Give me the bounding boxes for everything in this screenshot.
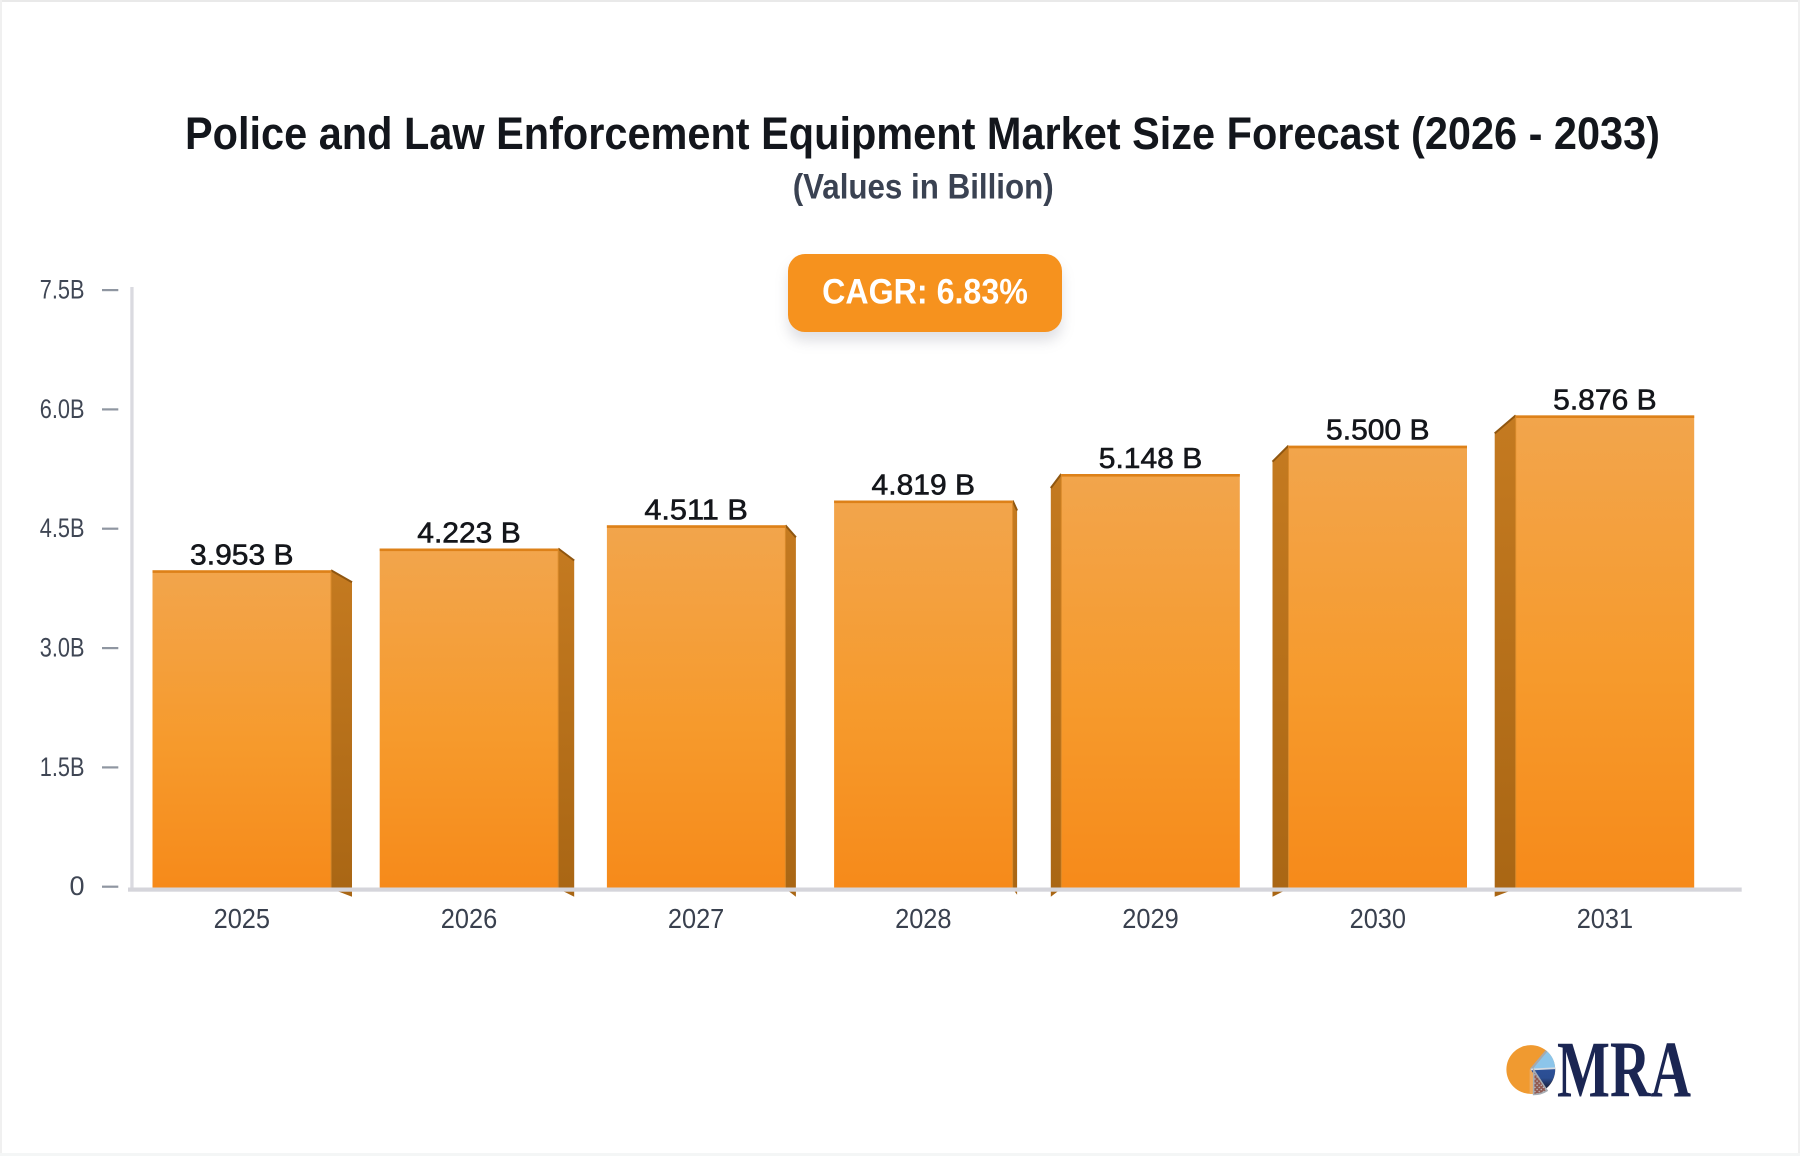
svg-text:4.819 B: 4.819 B <box>872 470 976 502</box>
svg-text:6.0B: 6.0B <box>40 394 85 424</box>
svg-text:5.500 B: 5.500 B <box>1326 415 1430 447</box>
svg-text:MRA: MRA <box>1557 1027 1691 1115</box>
svg-text:4.5B: 4.5B <box>40 513 85 543</box>
svg-text:5.876 B: 5.876 B <box>1553 384 1657 416</box>
svg-text:0: 0 <box>69 871 84 901</box>
svg-text:2026: 2026 <box>441 903 497 934</box>
svg-text:CAGR: 6.83%: CAGR: 6.83% <box>822 273 1028 312</box>
svg-text:2029: 2029 <box>1122 903 1178 934</box>
svg-text:5.148 B: 5.148 B <box>1099 443 1203 475</box>
svg-text:(Values in Billion): (Values in Billion) <box>793 168 1054 207</box>
svg-text:7.5B: 7.5B <box>40 275 85 305</box>
svg-text:3.953 B: 3.953 B <box>190 539 294 571</box>
svg-text:2027: 2027 <box>668 903 724 934</box>
svg-text:Police and Law Enforcement Equ: Police and Law Enforcement Equipment Mar… <box>185 108 1660 159</box>
svg-text:4.223 B: 4.223 B <box>417 518 521 550</box>
svg-text:2028: 2028 <box>895 903 951 934</box>
svg-text:2025: 2025 <box>214 903 270 934</box>
svg-text:3.0B: 3.0B <box>40 633 85 663</box>
svg-text:1.5B: 1.5B <box>40 752 85 782</box>
svg-text:2031: 2031 <box>1577 903 1633 934</box>
svg-text:4.511 B: 4.511 B <box>644 494 748 526</box>
svg-text:2030: 2030 <box>1350 903 1406 934</box>
